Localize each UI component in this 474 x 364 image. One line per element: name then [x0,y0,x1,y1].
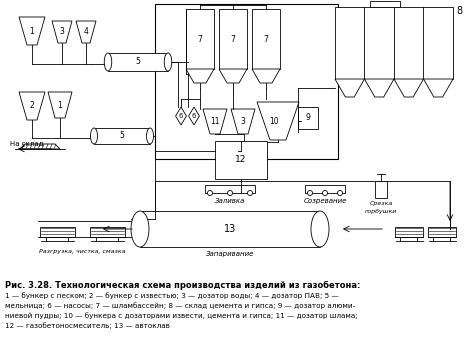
Text: 13: 13 [224,224,236,234]
Polygon shape [231,109,255,134]
Bar [219,9,247,69]
Ellipse shape [311,211,329,247]
Text: 2: 2 [29,102,35,111]
Text: 6: 6 [179,113,183,119]
Bar [375,181,387,198]
Text: Запаривание: Запаривание [206,251,254,257]
Text: 12: 12 [235,155,246,165]
Circle shape [247,190,253,195]
Polygon shape [335,79,365,97]
Text: 11: 11 [210,117,220,126]
Bar [335,7,453,79]
Text: Рис. 3.28. Технологическая схема производства изделий из газобетона:: Рис. 3.28. Технологическая схема произво… [5,281,360,290]
Text: 3: 3 [60,28,64,36]
Circle shape [208,190,212,195]
Text: 3: 3 [241,117,246,126]
Text: 8: 8 [456,6,462,16]
Circle shape [228,190,233,195]
Bar [140,211,320,247]
Polygon shape [203,109,227,134]
Ellipse shape [91,128,98,144]
Text: 1: 1 [58,100,63,110]
Text: 1: 1 [29,27,35,36]
Text: Разгрузка, чистка, смазка: Разгрузка, чистка, смазка [39,249,125,253]
Text: Срезка: Срезка [369,202,392,206]
Text: Заливка: Заливка [215,198,245,204]
Bar [370,1,400,7]
Polygon shape [186,69,214,83]
Ellipse shape [104,53,112,71]
Polygon shape [175,107,186,125]
Bar [90,227,125,237]
Text: 9: 9 [306,114,310,123]
Text: 6: 6 [192,113,196,119]
Polygon shape [76,21,96,43]
Polygon shape [19,17,45,45]
Ellipse shape [131,211,149,247]
Bar [215,141,267,179]
Text: 5: 5 [119,131,125,141]
Polygon shape [19,92,45,120]
Bar [186,9,214,69]
Polygon shape [252,69,280,83]
Polygon shape [52,21,72,43]
Polygon shape [257,102,299,140]
Polygon shape [394,79,423,97]
Bar [205,185,255,193]
Bar [395,227,423,237]
Ellipse shape [146,128,154,144]
Circle shape [308,190,312,195]
Circle shape [337,190,343,195]
Text: 7: 7 [198,35,202,44]
Text: мельница; 6 — насосы; 7 — шламбассейн; 8 — склад цемента и гипса; 9 — дозатор ал: мельница; 6 — насосы; 7 — шламбассейн; 8… [5,302,355,309]
Polygon shape [48,92,72,118]
Text: горбушки: горбушки [365,209,397,214]
Polygon shape [365,79,394,97]
Bar [94,128,150,144]
Bar [108,53,168,71]
Circle shape [322,190,328,195]
Text: 7: 7 [264,35,268,44]
Text: Созревание: Созревание [303,198,346,204]
Text: 10: 10 [269,116,279,126]
Bar [428,227,456,237]
Text: 12 — газобетоносмеситель; 13 — автоклав: 12 — газобетоносмеситель; 13 — автоклав [5,322,170,329]
Bar [299,108,317,128]
Polygon shape [423,79,453,97]
Text: 1 — бункер с песком; 2 — бункер с известью; 3 — дозатор воды; 4 — дозатор ПАВ; 5: 1 — бункер с песком; 2 — бункер с извест… [5,292,339,299]
Text: На склад: На склад [10,140,44,146]
Bar [252,9,280,69]
Polygon shape [20,144,60,149]
Text: 7: 7 [230,35,236,44]
Bar [305,185,345,193]
Polygon shape [189,107,200,125]
Text: 4: 4 [83,28,89,36]
Text: ниевой пудры; 10 — бункера с дозаторами извести, цемента и гипса; 11 — дозатор ш: ниевой пудры; 10 — бункера с дозаторами … [5,312,357,319]
Bar [155,4,338,159]
Bar [298,107,318,129]
Bar [40,227,75,237]
Text: 5: 5 [136,58,140,67]
Ellipse shape [164,53,172,71]
Polygon shape [219,69,247,83]
